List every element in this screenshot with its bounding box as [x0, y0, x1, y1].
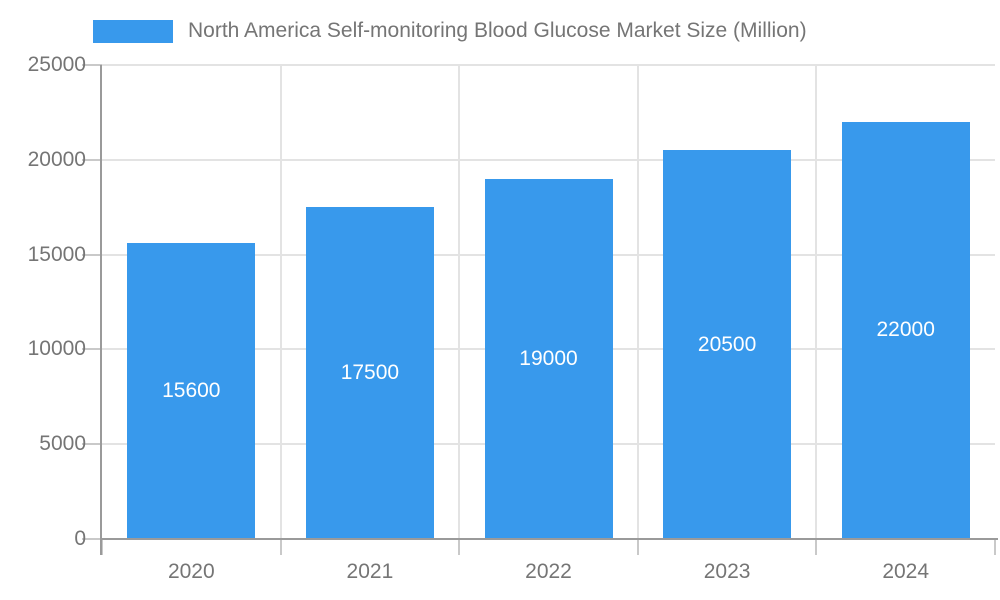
bar: 17500 [305, 207, 434, 539]
y-tick [82, 443, 102, 446]
x-gridline [279, 65, 282, 539]
y-gridline [102, 158, 995, 161]
bar-value-label: 22000 [876, 318, 935, 342]
x-tick-label: 2023 [703, 560, 751, 583]
bar-value-label: 17500 [340, 361, 400, 385]
y-tick [82, 253, 102, 256]
y-tick-label: 0 [74, 527, 86, 550]
y-tick-label: 20000 [27, 147, 86, 171]
bar-value-label: 19000 [519, 346, 578, 370]
y-tick-label: 25000 [27, 53, 86, 76]
bar: 19000 [484, 178, 613, 539]
bar: 22000 [841, 121, 970, 539]
x-tick [458, 539, 461, 555]
x-gridline [815, 65, 818, 539]
x-tick-label: 2022 [525, 560, 572, 583]
y-tick [82, 64, 102, 66]
x-tick-label: 2024 [882, 560, 930, 583]
x-tick [994, 539, 996, 555]
x-tick [101, 539, 103, 555]
x-axis-line [100, 538, 998, 540]
x-tick-label: 2020 [167, 560, 215, 583]
x-tick [279, 539, 282, 555]
bar-value-label: 15600 [162, 379, 221, 403]
x-tick-label: 2021 [346, 560, 394, 583]
legend-label: North America Self-monitoring Blood Gluc… [188, 19, 807, 42]
y-tick-label: 15000 [27, 242, 86, 266]
y-tick-label: 10000 [27, 337, 86, 361]
legend-swatch [93, 19, 173, 43]
y-tick [82, 158, 102, 161]
bar-value-label: 20500 [697, 332, 757, 356]
x-gridline [458, 65, 461, 539]
x-gridline [636, 65, 639, 539]
bar: 20500 [663, 150, 792, 539]
y-tick [82, 348, 102, 351]
bar: 15600 [127, 243, 256, 539]
legend-item[interactable]: North America Self-monitoring Blood Gluc… [93, 19, 807, 43]
x-tick [636, 539, 639, 555]
y-tick-label: 5000 [39, 432, 86, 456]
y-gridline [102, 64, 995, 66]
x-tick [815, 539, 818, 555]
y-tick [82, 538, 102, 540]
y-axis-line [100, 65, 102, 555]
